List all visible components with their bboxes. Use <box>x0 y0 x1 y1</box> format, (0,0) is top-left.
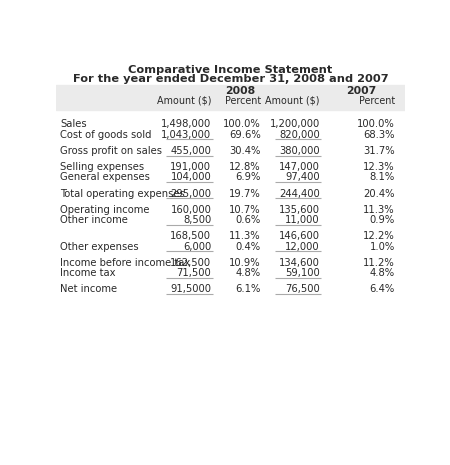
Text: General expenses: General expenses <box>60 173 150 182</box>
Text: 11,000: 11,000 <box>285 215 320 225</box>
Text: 4.8%: 4.8% <box>370 268 395 279</box>
Text: Selling expenses: Selling expenses <box>60 162 144 172</box>
Text: 11.2%: 11.2% <box>363 258 395 268</box>
Text: 146,600: 146,600 <box>279 232 320 241</box>
Text: 1.0%: 1.0% <box>370 242 395 252</box>
Text: 12.2%: 12.2% <box>363 232 395 241</box>
Text: 6.1%: 6.1% <box>235 285 261 294</box>
Text: Net income: Net income <box>60 285 117 294</box>
Text: 244,400: 244,400 <box>279 189 320 199</box>
Text: 68.3%: 68.3% <box>364 130 395 140</box>
Text: 0.6%: 0.6% <box>236 215 261 225</box>
Text: 1,498,000: 1,498,000 <box>161 120 211 129</box>
Text: Total operating expenses: Total operating expenses <box>60 189 185 199</box>
Text: Amount ($): Amount ($) <box>265 96 320 106</box>
Text: 147,000: 147,000 <box>279 162 320 172</box>
Text: 69.6%: 69.6% <box>229 130 261 140</box>
Text: 162,500: 162,500 <box>170 258 211 268</box>
Text: 135,600: 135,600 <box>279 205 320 215</box>
Text: 59,100: 59,100 <box>285 268 320 279</box>
Text: 455,000: 455,000 <box>171 146 211 156</box>
Text: 168,500: 168,500 <box>170 232 211 241</box>
Text: Income before income tax: Income before income tax <box>60 258 190 268</box>
Text: 8,500: 8,500 <box>183 215 211 225</box>
Text: Percent: Percent <box>225 96 261 106</box>
Text: 97,400: 97,400 <box>285 173 320 182</box>
Text: Comparative Income Statement: Comparative Income Statement <box>129 65 333 75</box>
Text: 12,000: 12,000 <box>285 242 320 252</box>
Text: 134,600: 134,600 <box>279 258 320 268</box>
Text: For the year ended December 31, 2008 and 2007: For the year ended December 31, 2008 and… <box>73 74 388 84</box>
Text: 2007: 2007 <box>346 86 376 96</box>
Text: 31.7%: 31.7% <box>363 146 395 156</box>
Text: 380,000: 380,000 <box>279 146 320 156</box>
Text: 91,5000: 91,5000 <box>170 285 211 294</box>
Text: 76,500: 76,500 <box>285 285 320 294</box>
Text: 6,000: 6,000 <box>183 242 211 252</box>
Text: 100.0%: 100.0% <box>223 120 261 129</box>
Text: 20.4%: 20.4% <box>364 189 395 199</box>
Text: Gross profit on sales: Gross profit on sales <box>60 146 162 156</box>
Text: Operating income: Operating income <box>60 205 149 215</box>
Text: 10.9%: 10.9% <box>229 258 261 268</box>
Text: Cost of goods sold: Cost of goods sold <box>60 130 152 140</box>
Text: 0.9%: 0.9% <box>370 215 395 225</box>
Text: 191,000: 191,000 <box>170 162 211 172</box>
Text: Sales: Sales <box>60 120 87 129</box>
Text: Percent: Percent <box>359 96 395 106</box>
Text: 71,500: 71,500 <box>176 268 211 279</box>
Text: Other income: Other income <box>60 215 128 225</box>
Text: 19.7%: 19.7% <box>229 189 261 199</box>
Text: 11.3%: 11.3% <box>363 205 395 215</box>
Text: 10.7%: 10.7% <box>229 205 261 215</box>
Text: 11.3%: 11.3% <box>229 232 261 241</box>
Text: 295,000: 295,000 <box>170 189 211 199</box>
Text: 0.4%: 0.4% <box>236 242 261 252</box>
Text: 6.9%: 6.9% <box>235 173 261 182</box>
Text: 104,000: 104,000 <box>171 173 211 182</box>
Text: 1,043,000: 1,043,000 <box>161 130 211 140</box>
Text: Amount ($): Amount ($) <box>157 96 211 106</box>
Text: 12.3%: 12.3% <box>363 162 395 172</box>
Text: 100.0%: 100.0% <box>357 120 395 129</box>
Text: 1,200,000: 1,200,000 <box>270 120 320 129</box>
Text: 6.4%: 6.4% <box>370 285 395 294</box>
Text: 2008: 2008 <box>225 86 255 96</box>
Bar <box>56 85 405 111</box>
Text: 820,000: 820,000 <box>279 130 320 140</box>
Text: 12.8%: 12.8% <box>229 162 261 172</box>
Text: Other expenses: Other expenses <box>60 242 139 252</box>
Text: 30.4%: 30.4% <box>230 146 261 156</box>
Text: 8.1%: 8.1% <box>370 173 395 182</box>
Text: Income tax: Income tax <box>60 268 116 279</box>
Text: 160,000: 160,000 <box>171 205 211 215</box>
Text: 4.8%: 4.8% <box>236 268 261 279</box>
